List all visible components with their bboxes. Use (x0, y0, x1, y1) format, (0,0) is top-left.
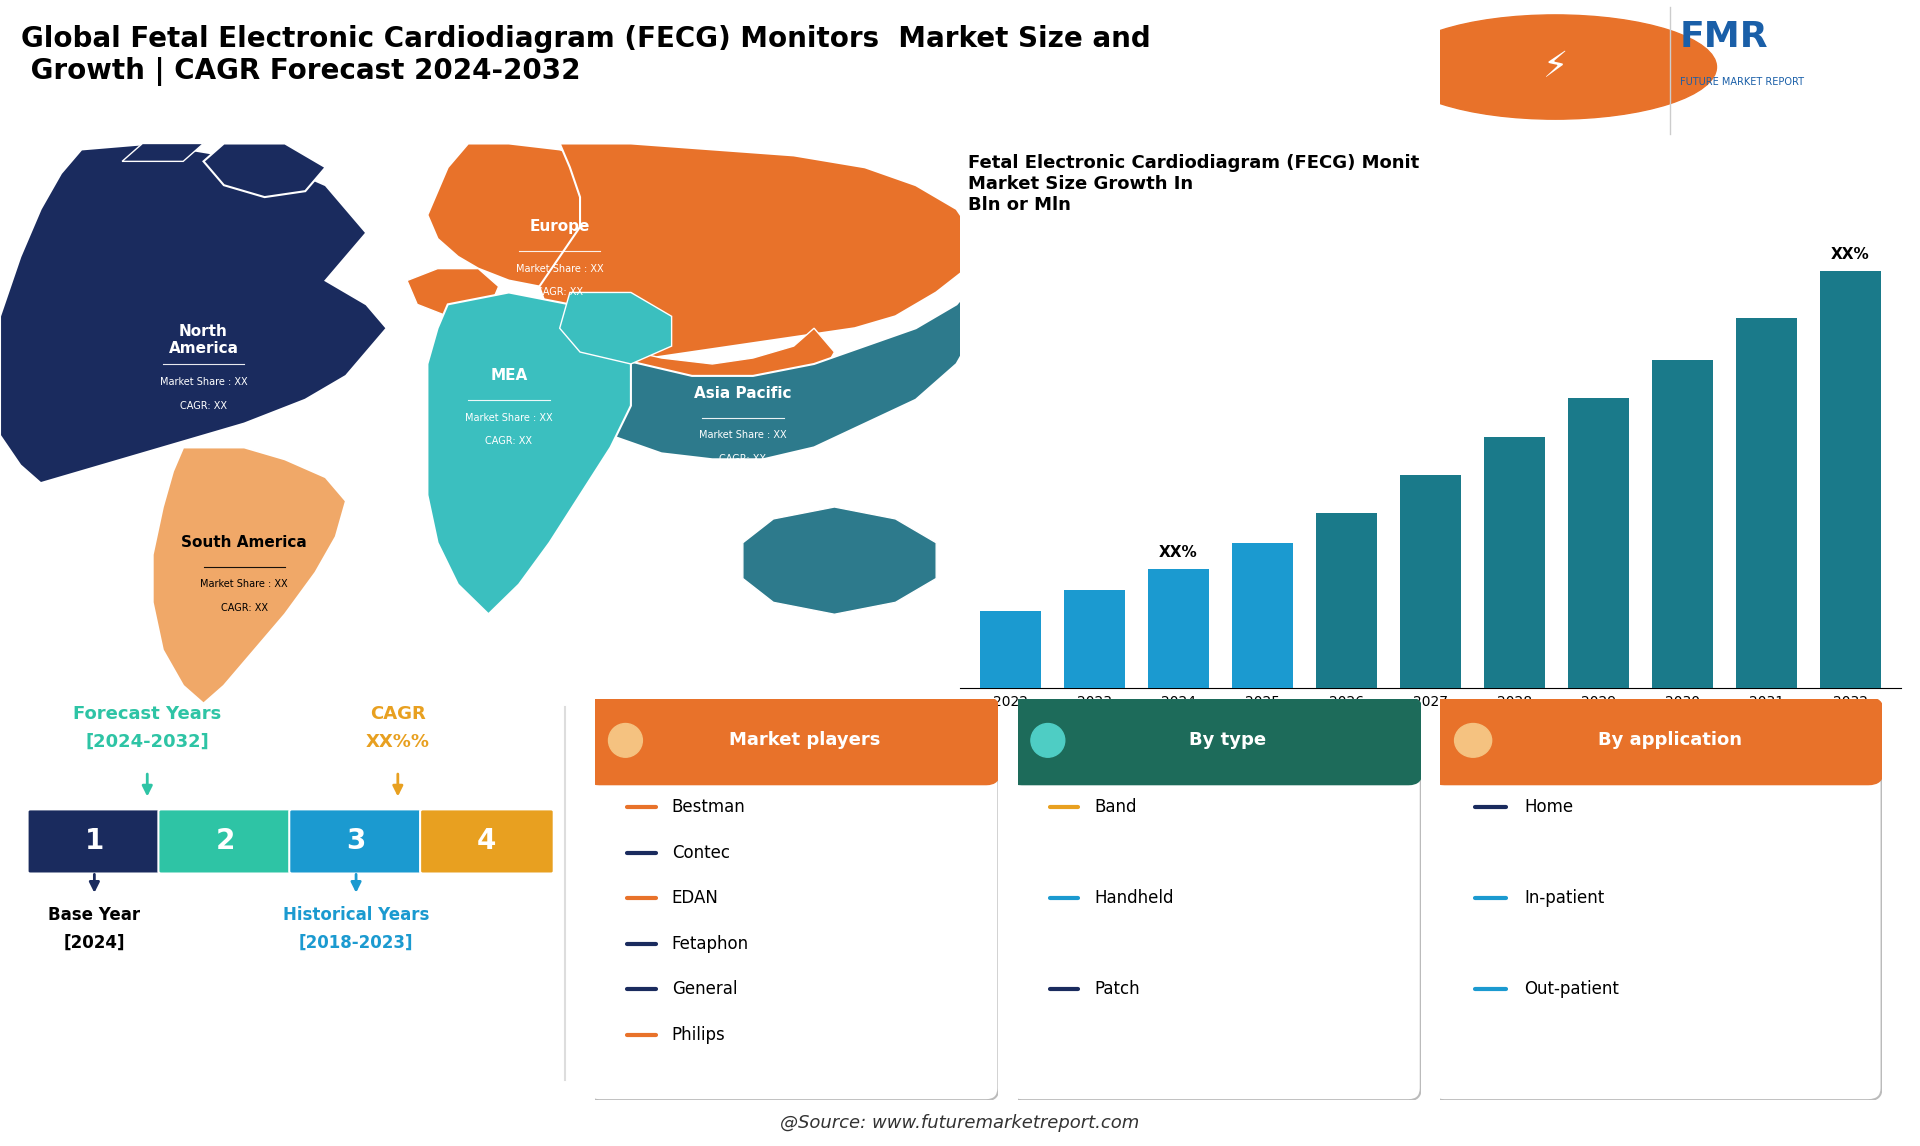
Text: [2018-2023]: [2018-2023] (300, 934, 413, 951)
FancyBboxPatch shape (157, 809, 292, 873)
Text: Fetal Electronic Cardiodiagram (FECG) Monit
Market Size Growth In
Bln or Mln: Fetal Electronic Cardiodiagram (FECG) Mo… (968, 155, 1419, 214)
Text: Philips: Philips (672, 1026, 726, 1044)
Text: Bestman: Bestman (672, 799, 745, 816)
Text: Base Year: Base Year (48, 905, 140, 924)
Bar (1651, 360, 1713, 688)
Text: Europe: Europe (530, 219, 589, 235)
Bar (1736, 317, 1797, 688)
Text: [2024]: [2024] (63, 934, 125, 951)
Text: In-patient: In-patient (1524, 889, 1603, 908)
Text: Patch: Patch (1094, 980, 1140, 998)
Text: Forecast Years: Forecast Years (73, 705, 221, 723)
Bar (1315, 513, 1377, 688)
FancyBboxPatch shape (588, 771, 998, 1100)
Polygon shape (428, 143, 641, 286)
Text: XX%: XX% (1160, 545, 1198, 560)
FancyBboxPatch shape (1010, 771, 1421, 1100)
Text: @Source: www.futuremarketreport.com: @Source: www.futuremarketreport.com (780, 1114, 1140, 1132)
Text: CAGR: XX: CAGR: XX (180, 401, 227, 410)
Text: Market Share : XX: Market Share : XX (159, 377, 248, 387)
Text: 1: 1 (84, 827, 104, 855)
Text: XX%%: XX%% (367, 733, 430, 751)
Text: North
America: North America (169, 324, 238, 356)
Text: Market players: Market players (730, 731, 881, 749)
Text: General: General (672, 980, 737, 998)
Text: Contec: Contec (672, 843, 730, 862)
Text: Fetaphon: Fetaphon (672, 935, 749, 952)
Circle shape (1455, 723, 1492, 758)
Text: CAGR: XX: CAGR: XX (486, 437, 532, 447)
Polygon shape (0, 143, 386, 484)
Bar (1484, 437, 1544, 688)
Bar (1148, 568, 1210, 688)
Polygon shape (154, 447, 346, 704)
Text: Handheld: Handheld (1094, 889, 1173, 908)
Text: FUTURE MARKET REPORT: FUTURE MARKET REPORT (1680, 77, 1803, 87)
Text: Market Share : XX: Market Share : XX (465, 413, 553, 423)
Text: Home: Home (1524, 799, 1572, 816)
Polygon shape (428, 292, 632, 614)
Polygon shape (549, 281, 977, 460)
Text: Asia Pacific: Asia Pacific (695, 386, 791, 401)
Text: By type: By type (1188, 731, 1265, 749)
FancyBboxPatch shape (290, 809, 422, 873)
Bar (979, 611, 1041, 688)
Text: Market Share : XX: Market Share : XX (699, 431, 787, 440)
Text: FMR: FMR (1680, 21, 1768, 54)
Text: South America: South America (180, 535, 307, 550)
Text: [2024-2032]: [2024-2032] (84, 733, 209, 751)
Polygon shape (407, 268, 499, 316)
FancyBboxPatch shape (1428, 697, 1884, 785)
Text: CAGR: CAGR (371, 705, 426, 723)
Text: Band: Band (1094, 799, 1137, 816)
Text: Market Share : XX: Market Share : XX (200, 580, 288, 589)
Polygon shape (204, 143, 326, 197)
Bar (1233, 543, 1292, 688)
Text: Market Share : XX: Market Share : XX (516, 264, 603, 274)
Polygon shape (561, 292, 672, 364)
Polygon shape (743, 507, 937, 614)
Text: CAGR: XX: CAGR: XX (720, 454, 766, 464)
Polygon shape (540, 143, 977, 364)
Bar (1064, 590, 1125, 688)
FancyBboxPatch shape (420, 809, 553, 873)
Text: EDAN: EDAN (672, 889, 718, 908)
Text: MEA: MEA (490, 368, 528, 384)
Text: By application: By application (1597, 731, 1741, 749)
Text: Global Fetal Electronic Cardiodiagram (FECG) Monitors  Market Size and
 Growth |: Global Fetal Electronic Cardiodiagram (F… (21, 25, 1150, 86)
Polygon shape (123, 143, 204, 162)
FancyBboxPatch shape (1008, 697, 1423, 785)
Circle shape (1031, 723, 1066, 758)
Polygon shape (589, 328, 835, 424)
Text: CAGR: XX: CAGR: XX (221, 603, 267, 613)
Text: Historical Years: Historical Years (282, 905, 430, 924)
Text: 4: 4 (478, 827, 497, 855)
Text: ⚡: ⚡ (1542, 50, 1569, 84)
FancyBboxPatch shape (586, 697, 1000, 785)
FancyBboxPatch shape (1430, 771, 1882, 1100)
FancyBboxPatch shape (27, 809, 161, 873)
Circle shape (609, 723, 643, 758)
Bar (1820, 270, 1880, 688)
Text: 2: 2 (215, 827, 234, 855)
Bar (1569, 399, 1628, 688)
Text: CAGR: XX: CAGR: XX (536, 288, 584, 298)
Circle shape (1394, 15, 1716, 119)
Bar (1400, 474, 1461, 688)
Text: Out-patient: Out-patient (1524, 980, 1619, 998)
Text: 3: 3 (346, 827, 365, 855)
Text: XX%: XX% (1832, 248, 1870, 262)
